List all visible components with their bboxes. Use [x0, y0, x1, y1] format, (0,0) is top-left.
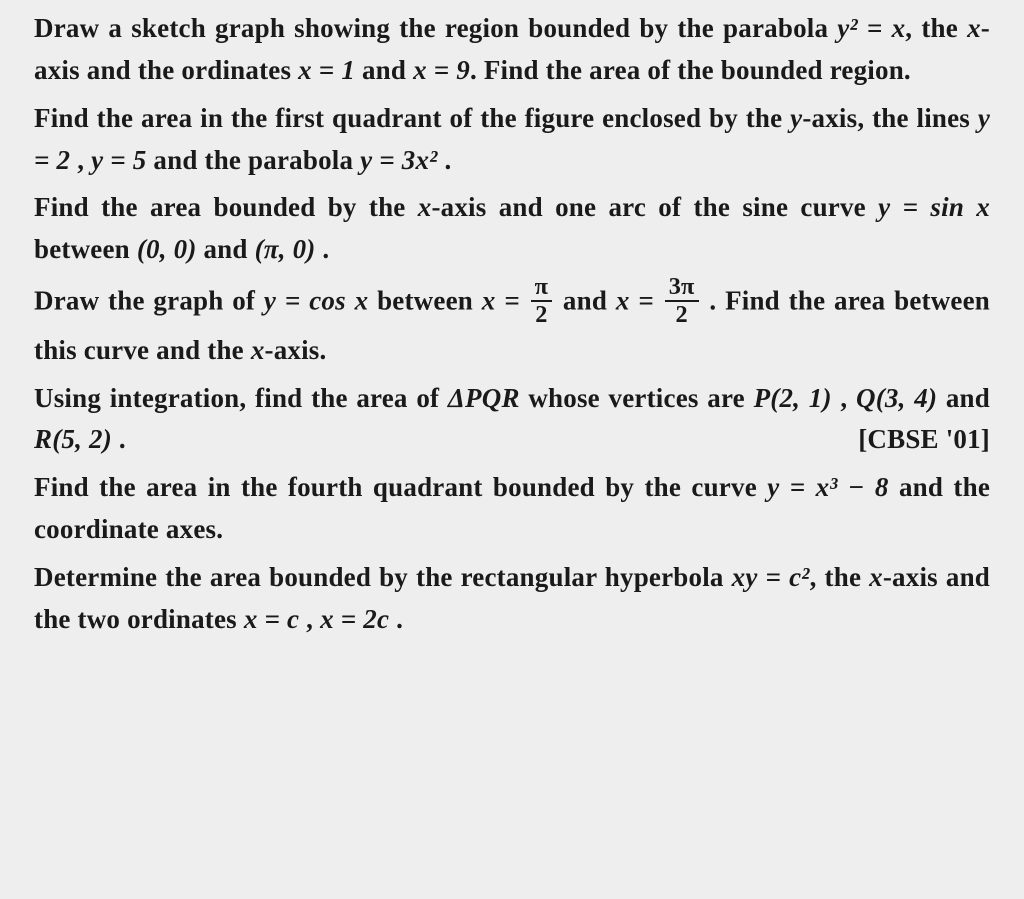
text: and: [937, 383, 990, 413]
text: Find the area in the first quadrant of t…: [34, 103, 790, 133]
problem-6: Find the area in the fourth quadrant bou…: [34, 467, 990, 551]
text: Draw a sketch graph showing the region b…: [34, 13, 837, 43]
equation: (π, 0): [255, 234, 316, 264]
fraction-numerator: π: [531, 275, 553, 302]
problem-5: Using integration, find the area of ΔPQR…: [34, 378, 990, 462]
text: Determine the area bounded by the rectan…: [34, 562, 732, 592]
equation: xy = c²: [732, 562, 810, 592]
problem-4: Draw the graph of y = cos x between x = …: [34, 277, 990, 371]
text: -axis and one arc of the sine curve: [431, 192, 878, 222]
equation: y = 3x²: [360, 145, 437, 175]
equation: x: [418, 192, 432, 222]
problem-2: Find the area in the first quadrant of t…: [34, 98, 990, 182]
problem-3: Find the area bounded by the x-axis and …: [34, 187, 990, 271]
fraction: 3π2: [665, 275, 699, 328]
equation: x = 1: [298, 55, 355, 85]
text: between: [368, 286, 481, 316]
equation: y = sin x: [878, 192, 990, 222]
problem-1: Draw a sketch graph showing the region b…: [34, 8, 990, 92]
equation: x = 2c: [320, 604, 389, 634]
fraction-denominator: 2: [665, 302, 699, 327]
text: , the: [905, 13, 967, 43]
equation: x = 9: [413, 55, 470, 85]
fraction-numerator: 3π: [665, 275, 699, 302]
equation: ΔPQR: [448, 383, 520, 413]
text: .: [315, 234, 329, 264]
text: .: [438, 145, 452, 175]
text: and: [554, 286, 616, 316]
text: Find the area in the fourth quadrant bou…: [34, 472, 767, 502]
text: .: [389, 604, 403, 634]
equation: (0, 0): [137, 234, 197, 264]
problem-7: Determine the area bounded by the rectan…: [34, 557, 990, 641]
text: , the: [810, 562, 870, 592]
equation: P(2, 1): [754, 383, 832, 413]
text: ,: [832, 383, 856, 413]
equation: x: [869, 562, 883, 592]
text: and the parabola: [146, 145, 360, 175]
equation: y = x³ − 8: [767, 472, 888, 502]
text: -axis.: [265, 335, 327, 365]
text: . Find the area of the bounded region.: [470, 55, 911, 85]
equation-prefix: x =: [616, 286, 663, 316]
text: and: [197, 234, 255, 264]
equation: x: [251, 335, 265, 365]
text: between: [34, 234, 137, 264]
text: whose vertices are: [520, 383, 754, 413]
text: Using integration, find the area of: [34, 383, 448, 413]
text: ,: [299, 604, 320, 634]
text: Find the area bounded by the: [34, 192, 418, 222]
text: ,: [70, 145, 91, 175]
equation: x = c: [244, 604, 299, 634]
text: and: [355, 55, 413, 85]
equation: y: [790, 103, 802, 133]
source-tag: [CBSE '01]: [858, 419, 990, 461]
equation: y = cos x: [264, 286, 368, 316]
text: .: [112, 424, 126, 454]
equation: R(5, 2): [34, 424, 112, 454]
equation: y² = x: [837, 13, 905, 43]
fraction: π2: [531, 275, 553, 328]
page: Draw a sketch graph showing the region b…: [0, 0, 1024, 899]
equation: Q(3, 4): [856, 383, 937, 413]
equation-prefix: x =: [482, 286, 529, 316]
equation: y = 5: [91, 145, 146, 175]
fraction-denominator: 2: [531, 302, 553, 327]
equation: x: [967, 13, 981, 43]
text: -axis, the lines: [802, 103, 977, 133]
text: Draw the graph of: [34, 286, 264, 316]
